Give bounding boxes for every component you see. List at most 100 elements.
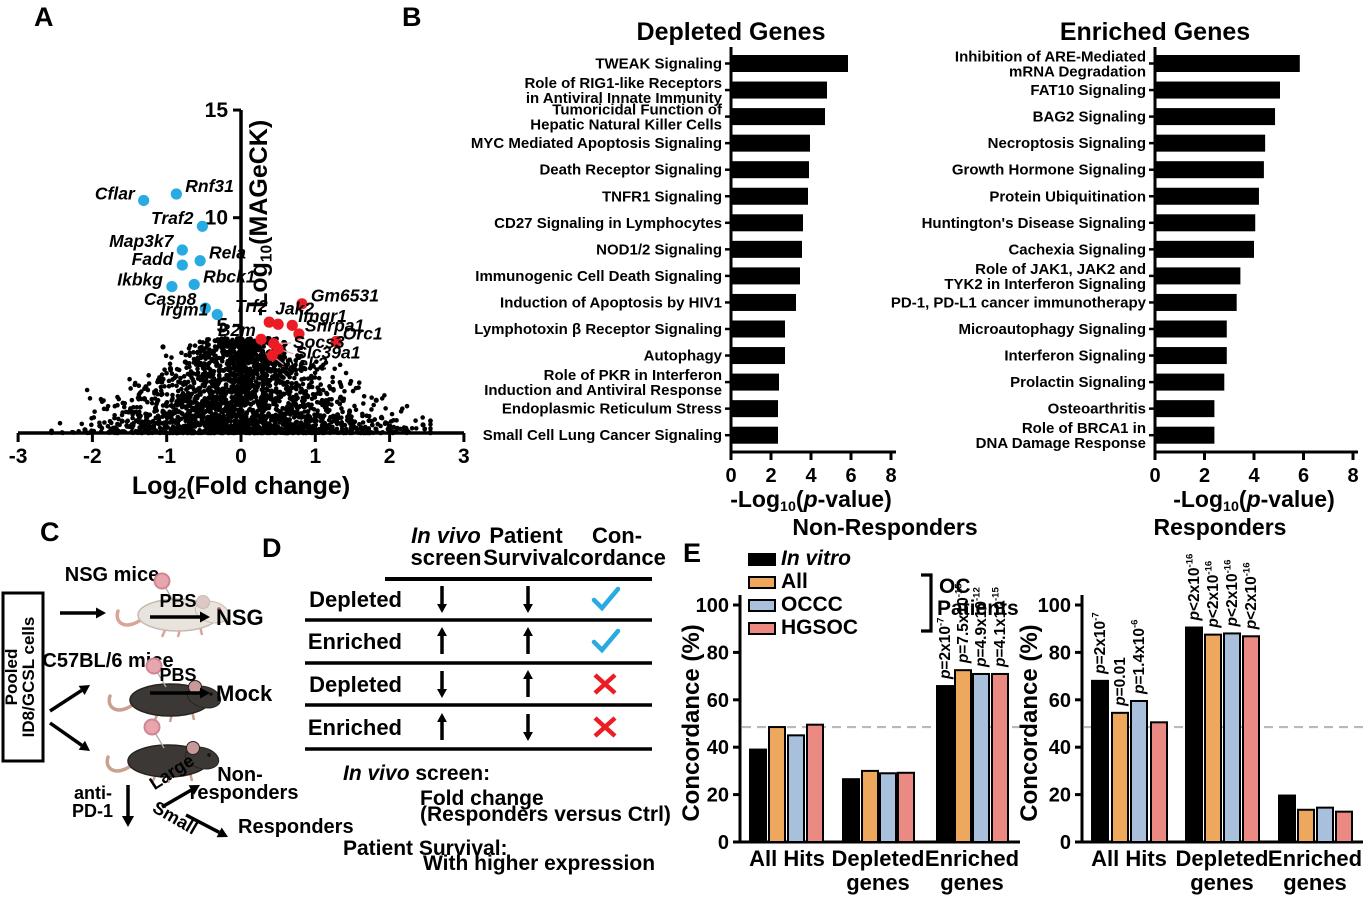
- cloud-point: [307, 430, 312, 436]
- cloud-point: [128, 386, 133, 391]
- pbs-label: PBS: [159, 591, 196, 611]
- cloud-point: [178, 375, 183, 381]
- cloud-point: [158, 384, 164, 390]
- cloud-point: [230, 361, 235, 366]
- cloud-point: [200, 382, 206, 387]
- cloud-point: [175, 429, 180, 435]
- outlier-point: [308, 375, 315, 381]
- cloud-point: [281, 382, 286, 387]
- cloud-point: [271, 413, 276, 419]
- cloud-point: [271, 401, 276, 407]
- cloud-point: [323, 360, 329, 365]
- category-label: TWEAK Signaling: [595, 56, 722, 73]
- cloud-point: [217, 376, 223, 382]
- cloud-point: [301, 376, 307, 381]
- cloud-point: [228, 351, 233, 356]
- cloud-point: [104, 406, 110, 412]
- cloud-point: [214, 384, 220, 389]
- cloud-point: [293, 362, 298, 368]
- cloud-point: [159, 392, 164, 398]
- cloud-point: [250, 382, 256, 388]
- cloud-point: [207, 350, 212, 355]
- outlier-point: [373, 397, 379, 403]
- category-label: Endoplasmic Reticulum Stress: [502, 401, 722, 418]
- cloud-point: [235, 372, 240, 377]
- cloud-point: [160, 403, 166, 408]
- cloud-point: [121, 429, 127, 434]
- bar-4: [731, 161, 809, 179]
- cloud-point: [265, 395, 271, 401]
- cloud-point: [182, 398, 188, 404]
- cloud-point: [99, 399, 105, 405]
- cloud-point: [237, 402, 243, 408]
- panel-e-label: E: [683, 538, 702, 568]
- cloud-point: [280, 375, 286, 380]
- category-label: Induction and Antiviral Response: [484, 382, 722, 399]
- arrow-head: [188, 785, 200, 795]
- bar-3: [731, 134, 810, 152]
- cloud-point: [131, 420, 136, 426]
- cloud-point: [155, 397, 161, 403]
- cloud-point: [223, 404, 229, 410]
- x-tick-label: 8: [1347, 465, 1358, 487]
- cloud-point: [252, 357, 257, 362]
- arrow-to-mock-mouse: [49, 685, 90, 713]
- category-label: mRNA Degradation: [1009, 64, 1146, 81]
- cloud-point: [294, 404, 299, 410]
- row-label: Enriched: [308, 629, 402, 654]
- cloud-point: [181, 404, 186, 409]
- cloud-point: [107, 418, 113, 424]
- cloud-point: [347, 409, 353, 415]
- gene-point-Ikbkg: [166, 280, 178, 293]
- cloud-point: [330, 379, 336, 385]
- cloud-point: [413, 426, 419, 431]
- group-label: Depleted: [1176, 846, 1269, 871]
- outlier-point: [346, 418, 352, 424]
- cloud-point: [232, 379, 238, 385]
- cloud-point: [76, 428, 81, 434]
- cloud-point: [200, 398, 205, 404]
- cloud-point: [158, 388, 164, 394]
- cloud-point: [242, 402, 248, 407]
- bar-3: [1155, 134, 1266, 152]
- mouse-tail: [115, 609, 144, 627]
- gene-point-Orc1: [330, 335, 342, 348]
- cloud-point: [223, 400, 229, 406]
- cloud-point: [59, 430, 65, 435]
- arrow-head: [200, 687, 210, 699]
- bar-12: [1155, 373, 1225, 391]
- category-label: in Antiviral Innate Immunity: [526, 90, 723, 107]
- cloud-point: [87, 430, 92, 436]
- responders-label: Responders: [238, 816, 354, 838]
- bar-4: [1155, 161, 1264, 179]
- cloud-point: [162, 367, 167, 372]
- cloud-point: [200, 372, 206, 377]
- cloud-point: [216, 369, 222, 374]
- cloud-point: [318, 391, 323, 397]
- cloud-point: [175, 388, 181, 394]
- arrow-down-icon: [523, 714, 533, 741]
- p-value-label: p=4.1x10-15: [990, 586, 1009, 667]
- background-points: [49, 335, 433, 436]
- arrow-head: [78, 685, 90, 696]
- arrow-head: [78, 740, 90, 751]
- cloud-point: [235, 391, 241, 396]
- cloud-point: [115, 429, 120, 434]
- group-label: genes: [940, 870, 1004, 895]
- cloud-point: [222, 336, 228, 341]
- note-title: In vivo screen:: [343, 762, 490, 785]
- cloud-point: [222, 376, 227, 382]
- cloud-point: [294, 371, 299, 377]
- outlier-point: [167, 365, 174, 372]
- cloud-point: [428, 422, 433, 427]
- x-tick-label: 1: [309, 445, 321, 468]
- cloud-point: [250, 410, 256, 415]
- cloud-point: [166, 378, 172, 384]
- y-tick-label: 100: [696, 595, 729, 617]
- cloud-point: [330, 374, 335, 380]
- non-responders-chart: Non-Responders 0 20 40 60 80 100 Concordance (%…: [678, 514, 1020, 895]
- cloud-point: [252, 362, 257, 368]
- arrow-head: [523, 627, 533, 636]
